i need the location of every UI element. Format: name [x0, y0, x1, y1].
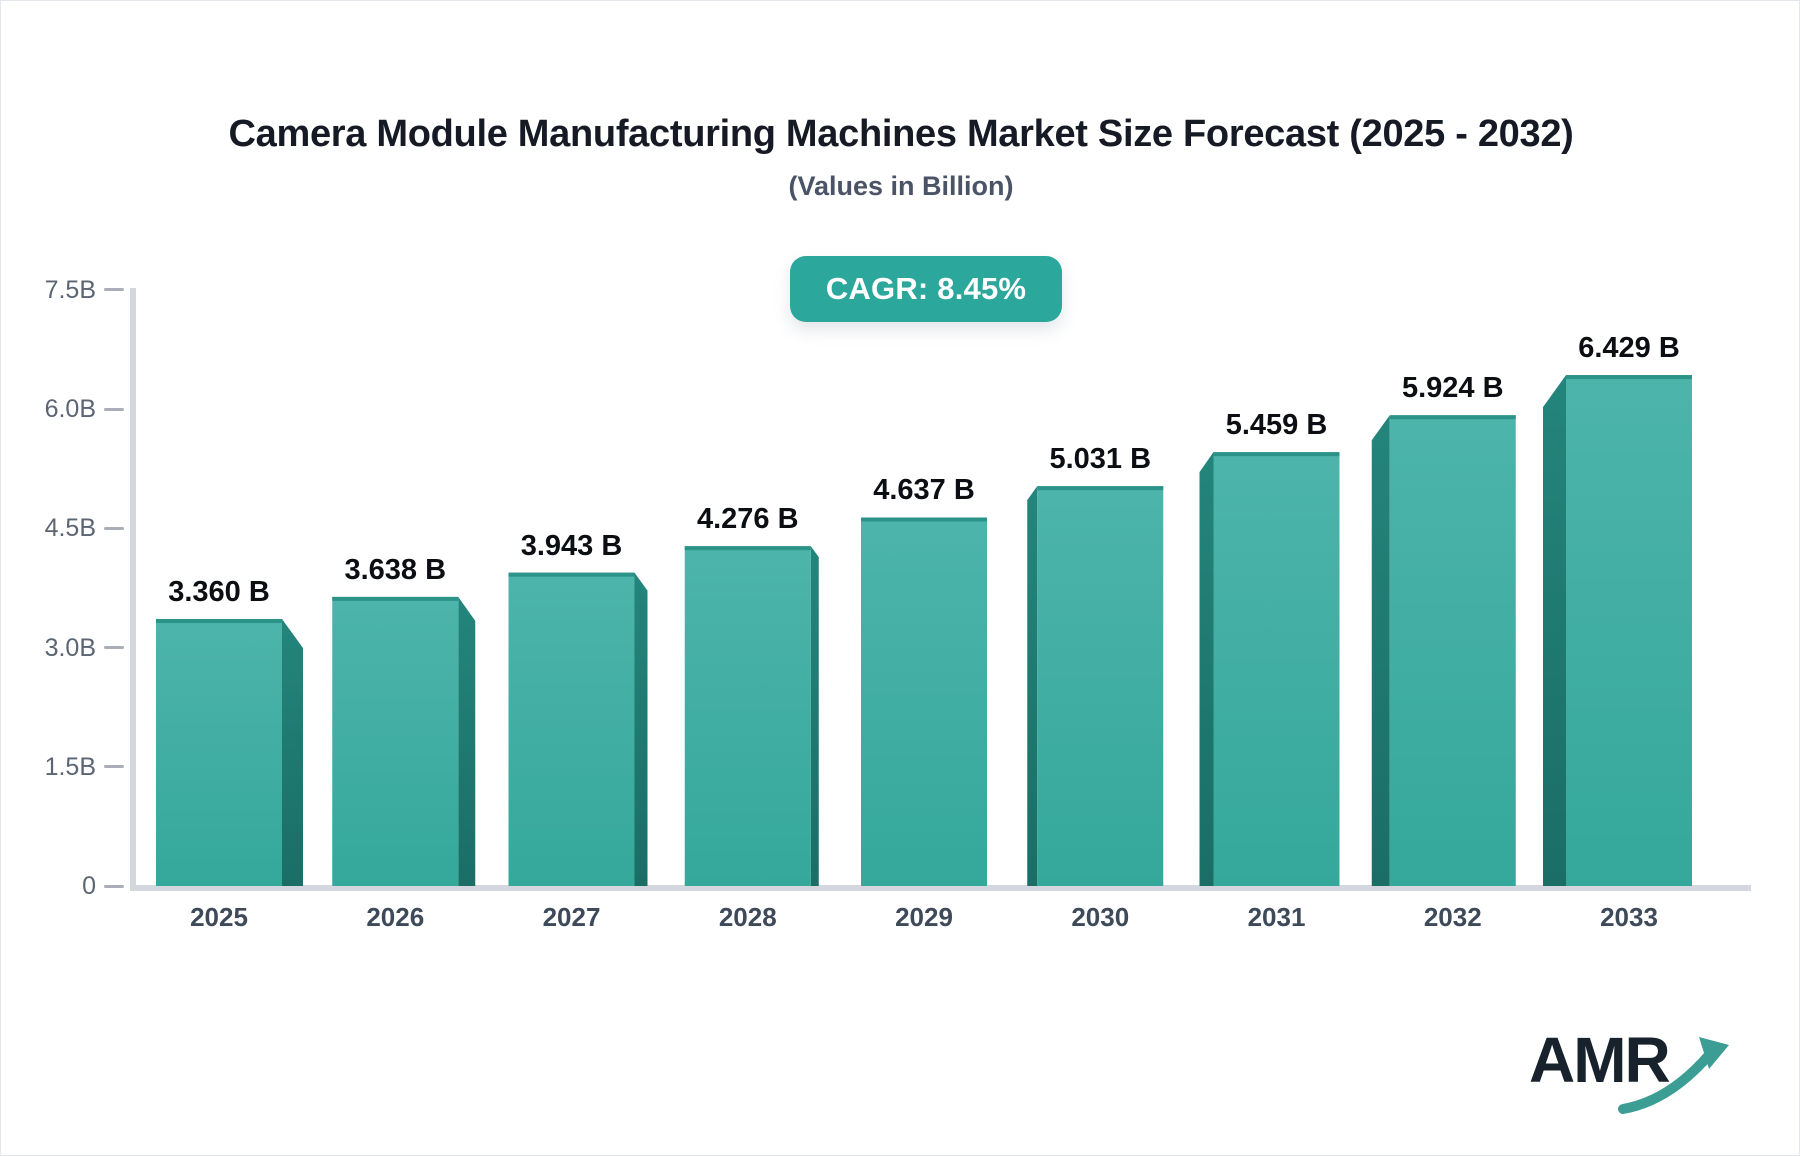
bar-side-2025 — [282, 618, 303, 886]
x-axis-line — [130, 885, 1751, 891]
y-tick-dash-1.5B — [104, 765, 124, 769]
bar-side-2033 — [1543, 375, 1566, 886]
value-label-2026: 3.638 B — [344, 553, 447, 586]
amr-logo-arrow-icon — [1618, 1037, 1729, 1114]
bar-2030 — [1037, 486, 1164, 886]
y-tick-label-3.0B: 3.0B — [44, 633, 96, 662]
bar-top-edge-2028 — [684, 546, 811, 551]
bar-2031 — [1213, 452, 1340, 886]
x-tick-label-2033: 2033 — [1600, 902, 1658, 932]
y-tick-dash-4.5B — [104, 526, 124, 530]
bar-2028 — [684, 546, 811, 886]
x-tick-label-2026: 2026 — [366, 902, 425, 932]
value-label-2025: 3.360 B — [168, 575, 270, 608]
amr-logo: AMR — [1529, 1023, 1739, 1123]
bar-2025 — [156, 618, 282, 886]
bar-top-edge-2031 — [1213, 452, 1340, 457]
y-tick-dash-3.0B — [104, 646, 124, 650]
value-label-2028: 4.276 B — [696, 503, 799, 536]
y-axis-line — [130, 288, 136, 891]
y-tick-label-7.5B: 7.5B — [44, 275, 96, 304]
bar-2026 — [332, 596, 459, 886]
value-label-2032: 5.924 B — [1401, 372, 1504, 405]
y-tick-dash-7.5B — [104, 288, 124, 292]
chart-title: Camera Module Manufacturing Machines Mar… — [228, 113, 1574, 155]
x-tick-label-2028: 2028 — [718, 902, 777, 932]
cagr-badge: CAGR: 8.45% — [790, 256, 1062, 322]
x-tick-label-2030: 2030 — [1071, 902, 1130, 932]
bar-side-2026 — [458, 596, 476, 886]
bar-side-2027 — [634, 572, 648, 886]
x-tick-label-2031: 2031 — [1247, 902, 1306, 932]
y-tick-dash-6.0B — [104, 407, 124, 411]
bar-2032 — [1389, 415, 1516, 886]
y-tick-label-6.0B: 6.0B — [44, 395, 96, 424]
value-label-2030: 5.031 B — [1049, 443, 1152, 476]
value-label-2033: 6.429 B — [1578, 332, 1680, 365]
bar-2033 — [1566, 375, 1692, 886]
x-tick-label-2025: 2025 — [190, 902, 248, 932]
bar-top-edge-2032 — [1389, 415, 1516, 420]
bar-top-edge-2033 — [1566, 375, 1692, 380]
bar-top-edge-2030 — [1037, 486, 1164, 491]
value-label-2029: 4.637 B — [873, 474, 975, 507]
x-tick-label-2032: 2032 — [1423, 902, 1482, 932]
bar-top-edge-2026 — [332, 596, 459, 601]
bar-side-2030 — [1027, 486, 1038, 886]
value-label-2031: 5.459 B — [1225, 409, 1328, 442]
value-label-2027: 3.943 B — [520, 529, 623, 562]
bar-side-2028 — [810, 546, 819, 886]
x-tick-label-2029: 2029 — [895, 902, 953, 932]
bar-side-2032 — [1371, 415, 1390, 886]
bar-top-edge-2029 — [861, 517, 987, 522]
x-tick-label-2027: 2027 — [542, 902, 601, 932]
bar-top-edge-2025 — [156, 618, 282, 623]
bar-side-2031 — [1199, 452, 1214, 886]
bar-2027 — [508, 572, 635, 886]
y-tick-label-1.5B: 1.5B — [44, 752, 96, 781]
y-tick-label-0: 0 — [82, 872, 96, 900]
y-tick-dash-0 — [104, 884, 124, 888]
chart-subtitle: (Values in Billion) — [788, 171, 1014, 201]
bar-2029 — [861, 517, 987, 886]
y-tick-label-4.5B: 4.5B — [44, 514, 96, 543]
cagr-badge-label: CAGR: 8.45% — [825, 271, 1027, 306]
amr-logo-text: AMR — [1529, 1024, 1671, 1096]
bar-top-edge-2027 — [508, 572, 635, 577]
